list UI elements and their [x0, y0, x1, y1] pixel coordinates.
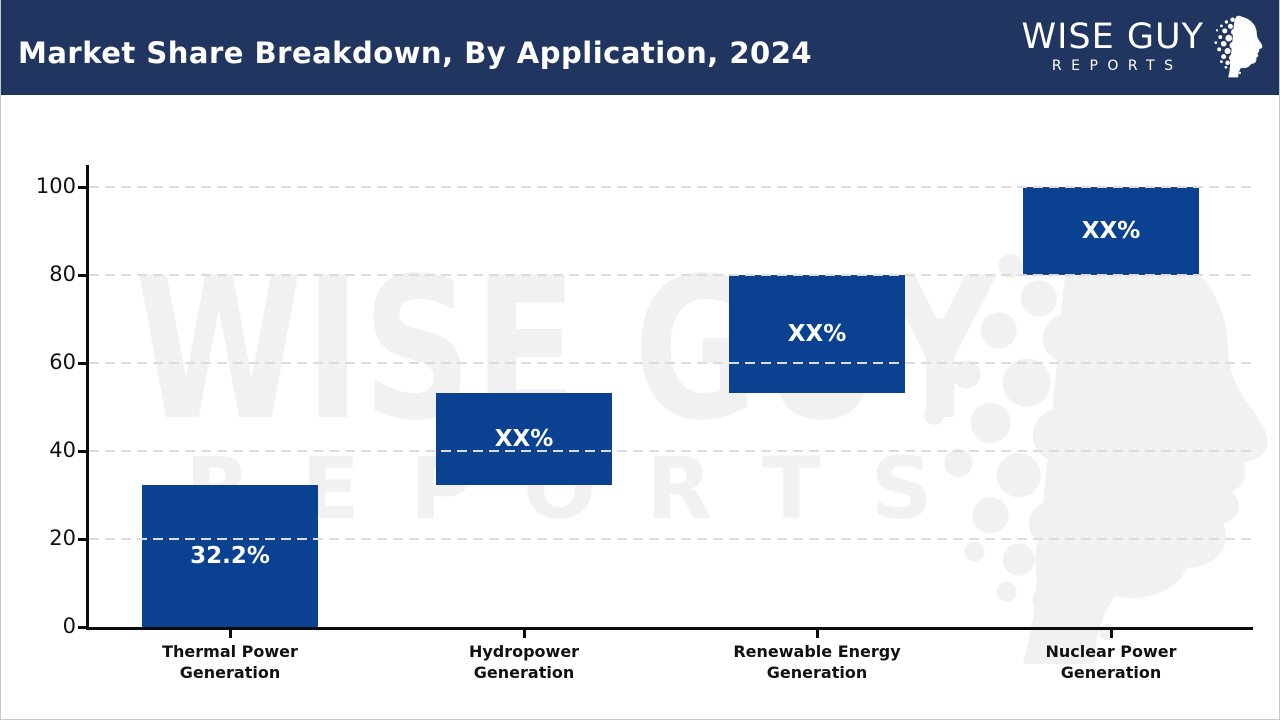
y-tick-mark: [78, 274, 86, 277]
gridline: [89, 186, 1253, 188]
category-label-line: Generation: [473, 663, 575, 682]
bar-value-label: XX%: [494, 426, 554, 453]
category-label-line: Nuclear Power: [1045, 642, 1177, 661]
category-label: Renewable Energy Generation: [677, 641, 957, 683]
header: Market Share Breakdown, By Application, …: [0, 0, 1280, 95]
y-tick-mark: [78, 626, 86, 629]
category-label-line: Renewable Energy: [733, 642, 901, 661]
category-label-line: Hydropower: [468, 642, 580, 661]
y-tick-label: 40: [49, 438, 76, 462]
category-label: Thermal Power Generation: [90, 641, 370, 683]
bar-segment: XX%: [436, 392, 612, 486]
y-tick-mark: [78, 450, 86, 453]
bar-value-label: XX%: [787, 320, 847, 347]
y-tick-mark: [78, 362, 86, 365]
brand-logo: WISE GUY REPORTS: [1021, 7, 1264, 85]
x-tick-mark: [1110, 630, 1113, 638]
brand-head-icon: [1214, 15, 1263, 78]
y-axis-line: [86, 165, 89, 630]
gridline: [89, 538, 1253, 540]
x-tick-mark: [229, 630, 232, 638]
category-label-line: Generation: [1060, 663, 1162, 682]
brand-name: WISE GUY: [1021, 17, 1204, 58]
bar-value-label: 32.2%: [190, 543, 270, 570]
brand-wordmark: WISE GUY REPORTS: [1021, 18, 1204, 74]
category-label-line: Generation: [766, 663, 868, 682]
category-label-line: Thermal Power: [162, 642, 298, 661]
y-tick-label: 20: [49, 526, 76, 550]
x-tick-mark: [816, 630, 819, 638]
bar-segment: XX%: [729, 275, 905, 393]
bar-value-label: XX%: [1081, 218, 1141, 244]
bar-segment: 32.2%: [142, 485, 318, 627]
gridline: [89, 450, 1253, 452]
y-tick-mark: [78, 186, 86, 189]
category-label: Hydropower Generation: [384, 641, 664, 683]
x-tick-mark: [523, 630, 526, 638]
bar-segment: XX%: [1023, 187, 1199, 275]
x-axis-line: [86, 627, 1253, 630]
category-label: Nuclear Power Generation: [971, 641, 1251, 683]
category-label-line: Generation: [179, 663, 281, 682]
y-tick-mark: [78, 538, 86, 541]
y-tick-label: 100: [35, 174, 76, 198]
y-tick-label: 80: [49, 262, 76, 286]
gridline: [89, 362, 1253, 364]
page-title: Market Share Breakdown, By Application, …: [18, 36, 813, 70]
brand-subtitle: REPORTS: [1051, 57, 1183, 74]
y-tick-label: 0: [62, 614, 76, 638]
y-tick-label: 60: [49, 350, 76, 374]
gridline: [89, 274, 1253, 276]
